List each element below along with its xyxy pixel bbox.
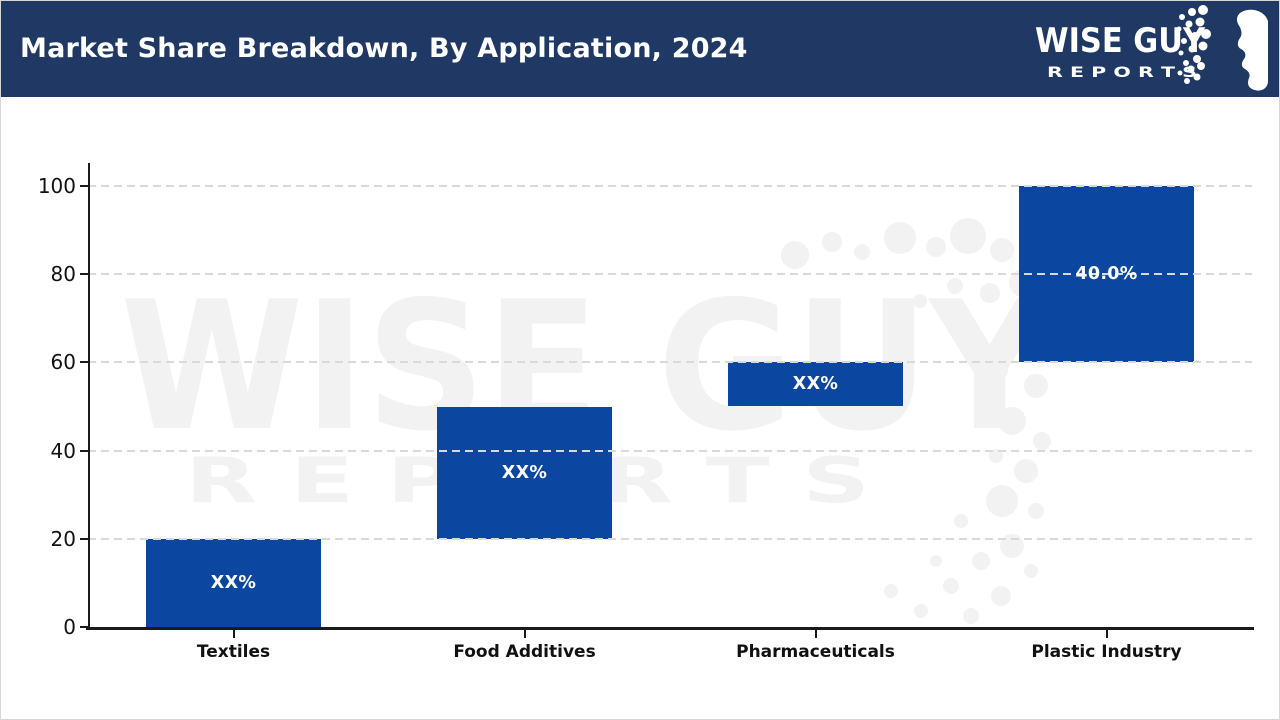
chart-title: Market Share Breakdown, By Application, … [20,33,748,64]
x-category-label: Pharmaceuticals [736,642,895,662]
y-tick-label: 20 [50,526,76,551]
bar-value-label: XX% [792,374,839,395]
face-dots-icon [1176,5,1211,84]
bar-value-label: XX% [501,462,548,483]
wise-guy-reports-logo: WISE GUY R E P O R T S [1035,5,1268,91]
y-tick-label: 80 [50,262,76,287]
y-tick-label: 100 [37,174,76,198]
y-tick [80,449,88,452]
x-category-label: Food Additives [453,642,596,662]
header-banner: Market Share Breakdown, By Application, … [0,0,1280,97]
gridline-60 [88,361,1252,364]
y-tick-label: 40 [50,438,76,463]
gridline-40 [88,449,1252,452]
y-tick [80,273,88,276]
x-axis-spine [86,627,1254,630]
x-tick [523,630,526,638]
y-tick [80,537,88,540]
x-category-label: Plastic Industry [1031,642,1182,662]
y-tick-label: 60 [50,350,76,375]
face-profile-icon [1236,9,1268,91]
y-axis-spine [88,163,90,627]
bar-value-label: 40.0% [1075,264,1138,285]
bar-textiles [146,538,321,627]
logo-subtitle: R E P O R T S [1047,65,1197,81]
bar-food-additives [437,406,612,539]
gridline-80 [88,273,1252,276]
y-tick [80,361,88,364]
bar-value-label: XX% [210,572,257,593]
x-category-label: Textiles [196,642,271,662]
x-tick [232,630,235,638]
x-tick [1105,630,1108,638]
x-tick [814,630,817,638]
y-tick [80,185,88,187]
gridline-100 [88,185,1252,187]
y-tick-label: 0 [63,615,76,639]
gridline-20 [88,537,1252,540]
y-tick [80,626,88,628]
bar-pharmaceuticals [728,362,903,407]
